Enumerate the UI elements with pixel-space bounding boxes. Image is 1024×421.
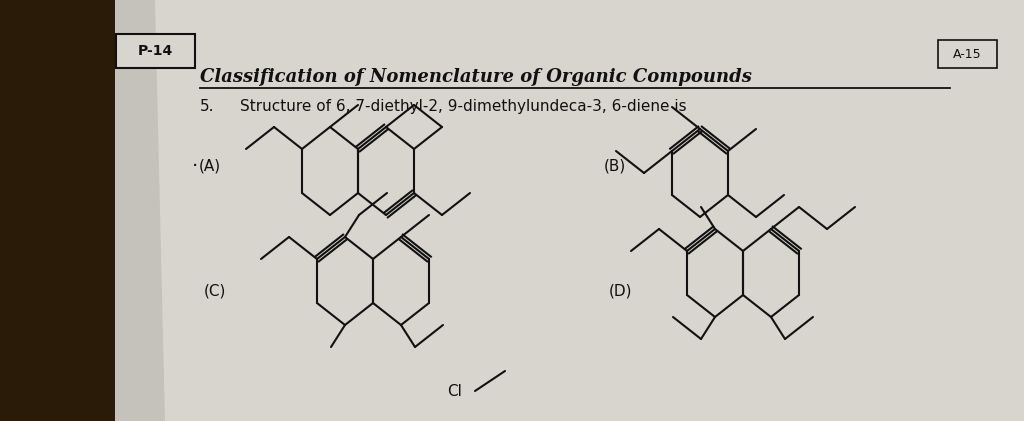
Polygon shape (115, 0, 165, 421)
Bar (0, 0, 130, 421)
Text: A-15: A-15 (952, 48, 981, 61)
FancyBboxPatch shape (116, 34, 195, 68)
Text: (D): (D) (608, 283, 632, 298)
Text: ·: · (191, 157, 198, 176)
Text: 5.: 5. (200, 99, 214, 114)
FancyBboxPatch shape (938, 40, 997, 68)
Bar (0, 0, 1024, 121)
Polygon shape (115, 0, 1024, 421)
Text: Structure of 6, 7-diethyl-2, 9-dimethylundeca-3, 6-diene is: Structure of 6, 7-diethyl-2, 9-dimethylu… (240, 99, 687, 114)
Text: (C): (C) (204, 283, 226, 298)
Text: Cl: Cl (447, 384, 463, 399)
Text: (B): (B) (604, 158, 626, 173)
Text: Classification of Nomenclature of Organic Compounds: Classification of Nomenclature of Organi… (200, 68, 752, 86)
Text: (A): (A) (199, 158, 221, 173)
Text: P-14: P-14 (137, 44, 173, 58)
